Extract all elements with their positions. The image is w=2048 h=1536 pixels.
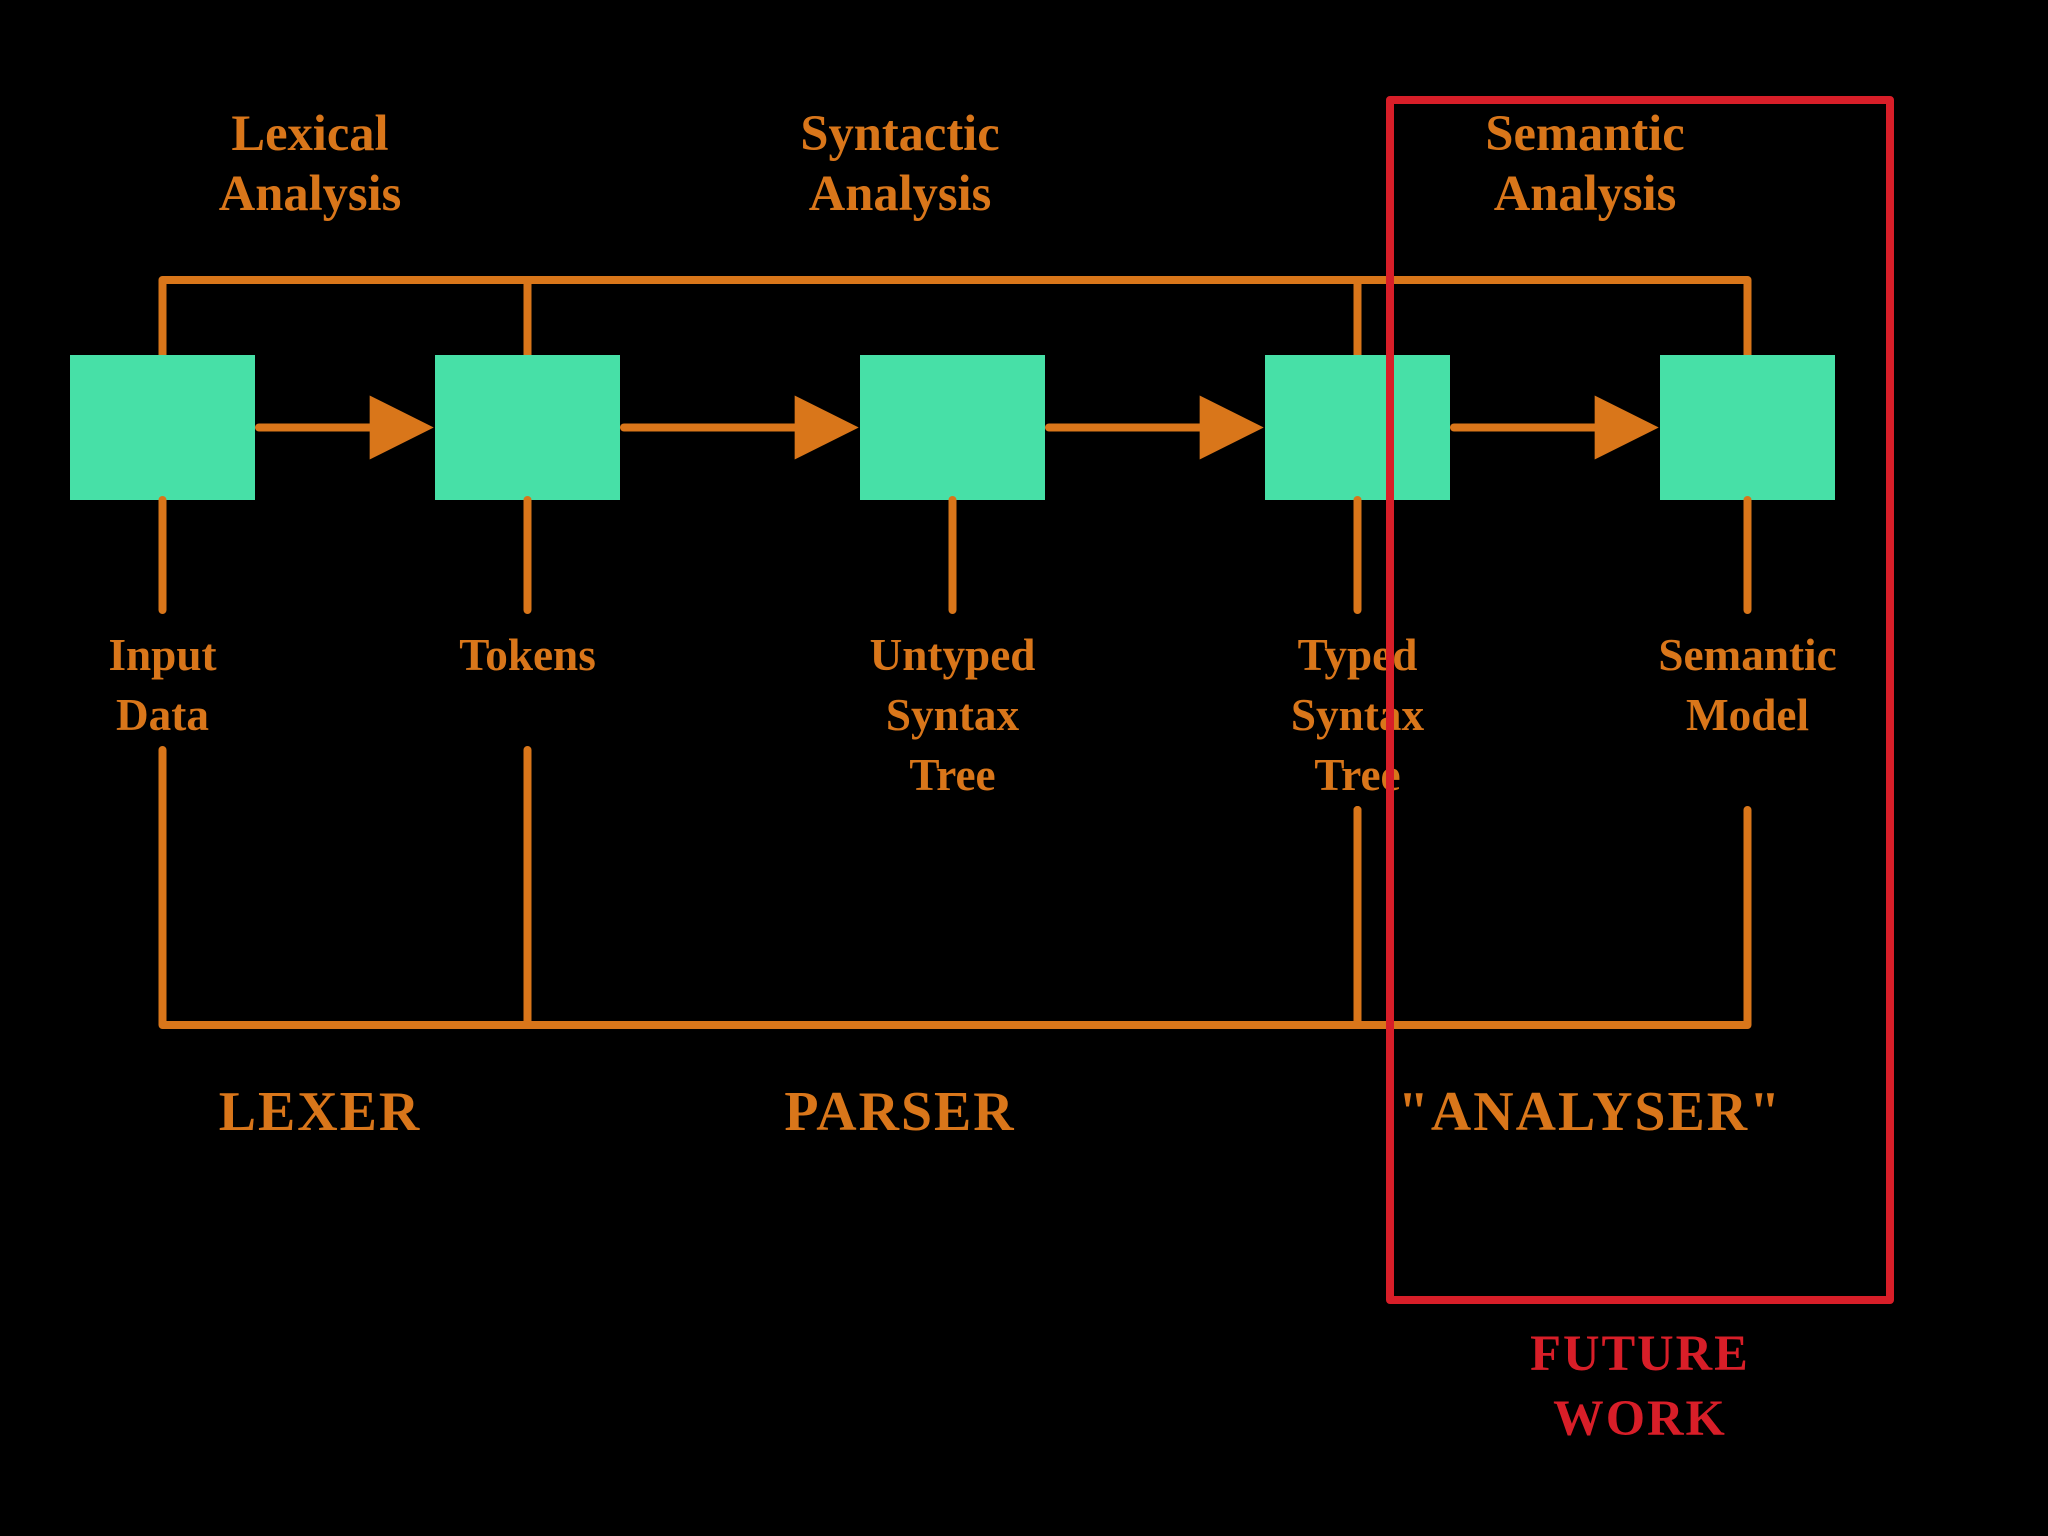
phase-label-lexical-line1: Analysis	[219, 165, 402, 221]
component-label-parser: PARSER	[784, 1081, 1015, 1143]
component-bracket-lexer	[163, 750, 528, 1025]
node-label-tokens-line0: Tokens	[459, 630, 596, 680]
phase-bracket-semantic	[1358, 280, 1748, 355]
node-typed	[1265, 355, 1450, 500]
node-input	[70, 355, 255, 500]
component-label-lexer: LEXER	[219, 1081, 421, 1143]
node-label-typed-line0: Typed	[1298, 630, 1418, 680]
phase-bracket-syntactic	[528, 280, 1358, 355]
phase-label-syntactic-line1: Analysis	[809, 165, 992, 221]
node-label-input-line1: Data	[116, 690, 209, 740]
phase-bracket-lexical	[163, 280, 528, 355]
node-untyped	[860, 355, 1045, 500]
node-label-untyped-line1: Syntax	[886, 690, 1020, 740]
node-label-untyped-line0: Untyped	[870, 630, 1036, 680]
phase-label-lexical-line0: Lexical	[231, 105, 388, 161]
node-label-semantic-line0: Semantic	[1658, 630, 1836, 680]
node-label-input-line0: Input	[108, 630, 216, 680]
component-label-analyser: "ANALYSER"	[1398, 1081, 1782, 1143]
future-work-label-line1: WORK	[1553, 1390, 1727, 1446]
future-work-label-line0: FUTURE	[1530, 1325, 1750, 1381]
node-semantic	[1660, 355, 1835, 500]
phase-label-syntactic-line0: Syntactic	[800, 105, 999, 161]
phase-label-semantic-line0: Semantic	[1485, 105, 1684, 161]
node-label-typed-line1: Syntax	[1291, 690, 1425, 740]
node-tokens	[435, 355, 620, 500]
component-bracket-parser	[528, 810, 1358, 1025]
node-label-semantic-line1: Model	[1686, 690, 1809, 740]
component-bracket-analyser	[1358, 810, 1748, 1025]
phase-label-semantic-line1: Analysis	[1494, 165, 1677, 221]
node-label-untyped-line2: Tree	[909, 750, 995, 800]
